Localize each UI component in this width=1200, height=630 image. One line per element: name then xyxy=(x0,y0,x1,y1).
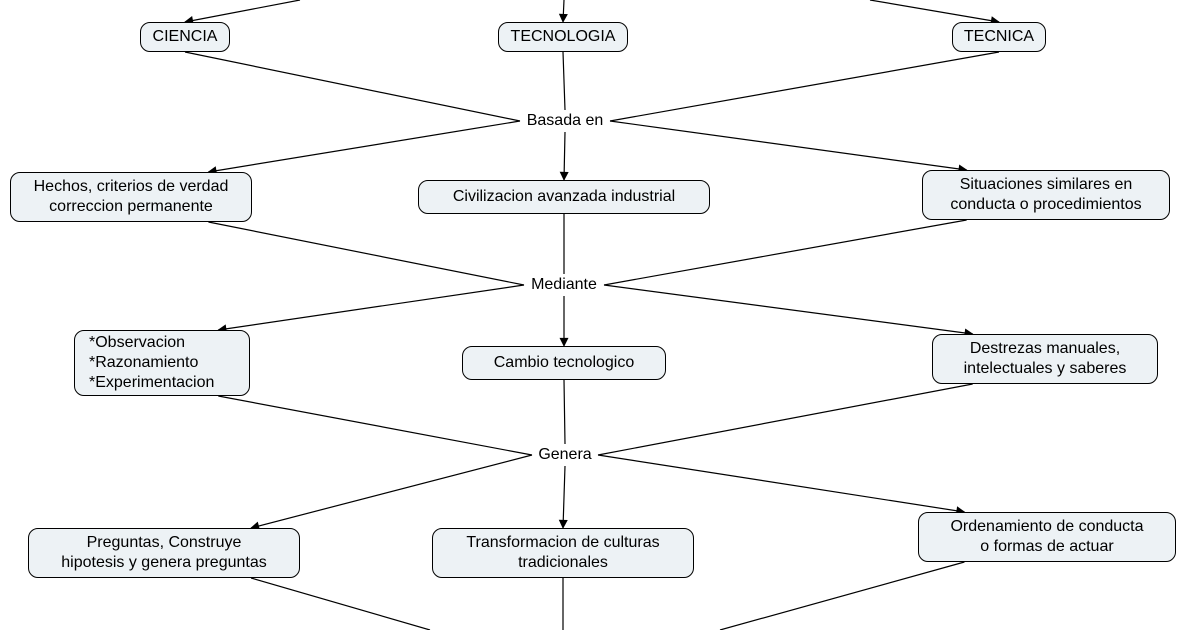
edge xyxy=(564,132,565,180)
node-ciencia: CIENCIA xyxy=(140,22,230,52)
node-cambio: Cambio tecnologico xyxy=(462,346,666,380)
node-orden: Ordenamiento de conducta o formas de act… xyxy=(918,512,1176,562)
edge xyxy=(604,285,973,334)
node-preguntas: Preguntas, Construye hipotesis y genera … xyxy=(28,528,300,578)
node-situ: Situaciones similares en conducta o proc… xyxy=(922,170,1170,220)
edge xyxy=(610,121,967,170)
edge xyxy=(604,220,967,285)
node-civil: Civilizacion avanzada industrial xyxy=(418,180,710,214)
edge xyxy=(185,0,300,22)
node-obs: *Observacion *Razonamiento *Experimentac… xyxy=(74,330,250,396)
edge xyxy=(598,384,973,455)
node-destrezas: Destrezas manuales, intelectuales y sabe… xyxy=(932,334,1158,384)
node-tecnologia: TECNOLOGIA xyxy=(498,22,628,52)
edge xyxy=(218,396,532,455)
edge xyxy=(208,121,520,172)
edge xyxy=(563,52,565,110)
edge xyxy=(598,455,964,512)
node-hechos: Hechos, criterios de verdad correccion p… xyxy=(10,172,252,222)
edge xyxy=(610,52,999,121)
edge xyxy=(870,0,999,22)
node-basada: Basada en xyxy=(520,110,610,132)
edge xyxy=(185,52,520,121)
node-transf: Transformacion de culturas tradicionales xyxy=(432,528,694,578)
edge xyxy=(563,0,564,22)
node-tecnica: TECNICA xyxy=(952,22,1046,52)
edge xyxy=(208,222,524,285)
node-genera: Genera xyxy=(532,444,598,466)
edge xyxy=(563,466,565,528)
edge xyxy=(218,285,524,330)
edge xyxy=(564,380,565,444)
edge xyxy=(720,562,964,630)
edge xyxy=(251,578,430,630)
node-mediante: Mediante xyxy=(524,274,604,296)
concept-map-canvas: CIENCIA TECNOLOGIA TECNICA Basada en Hechos,… xyxy=(0,0,1200,630)
edge xyxy=(251,455,532,528)
